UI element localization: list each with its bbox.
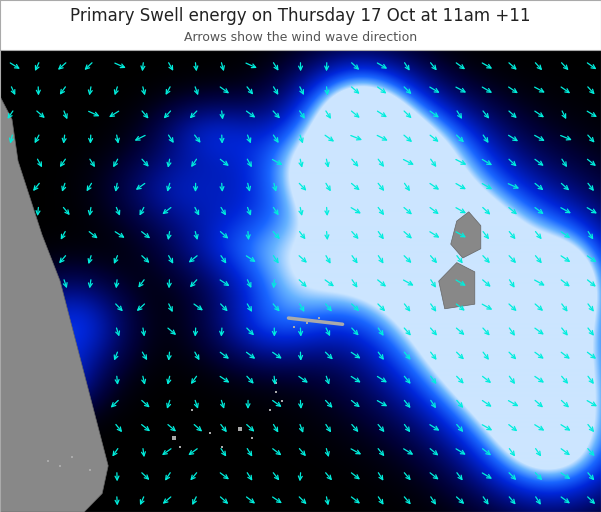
- Polygon shape: [0, 96, 108, 512]
- Polygon shape: [439, 263, 475, 309]
- Text: Primary Swell energy on Thursday 17 Oct at 11am +11: Primary Swell energy on Thursday 17 Oct …: [70, 7, 531, 25]
- Polygon shape: [451, 212, 481, 258]
- Text: Arrows show the wind wave direction: Arrows show the wind wave direction: [184, 31, 417, 44]
